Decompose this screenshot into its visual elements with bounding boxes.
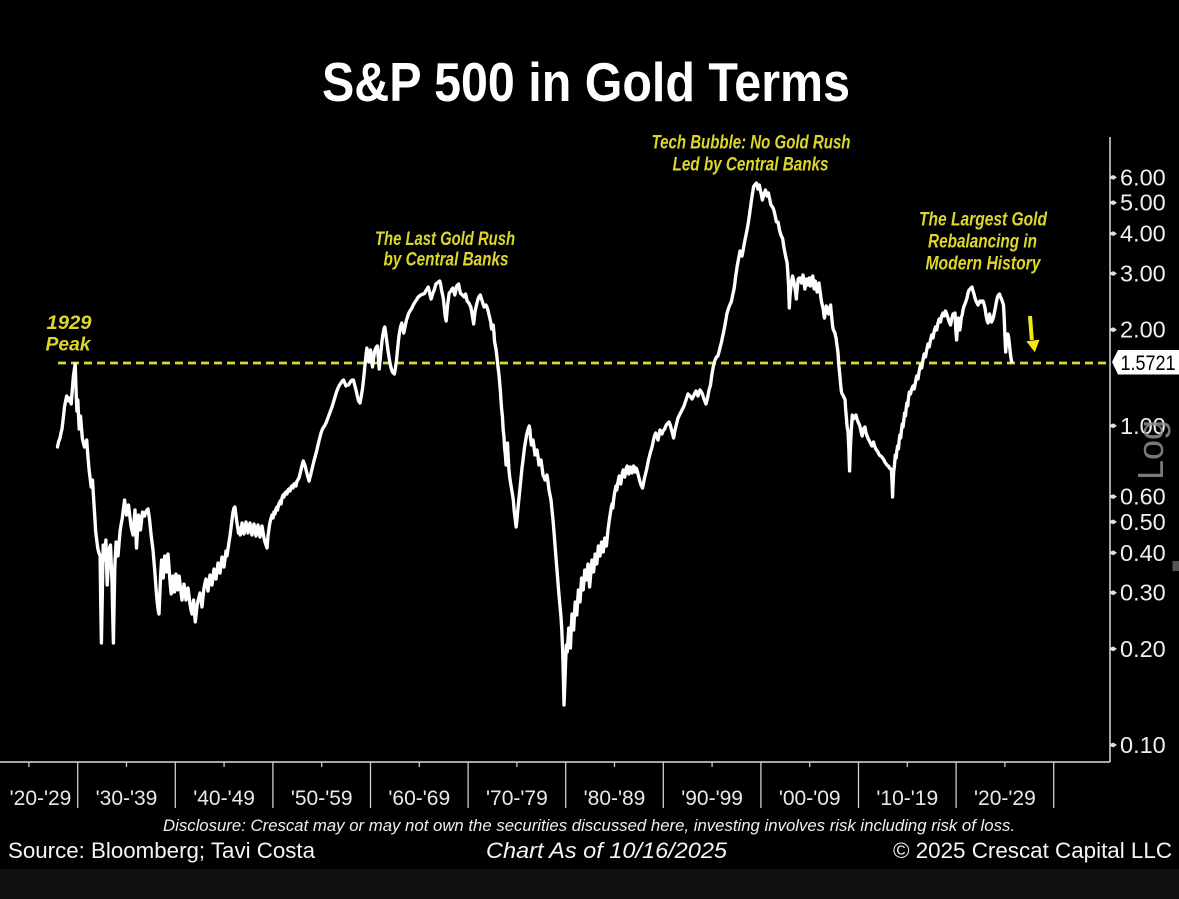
svg-text:Log: Log: [1130, 420, 1171, 480]
svg-text:'00-'09: '00-'09: [779, 787, 841, 810]
svg-text:'80-'89: '80-'89: [584, 787, 646, 810]
svg-text:'60-'69: '60-'69: [388, 787, 450, 810]
svg-text:Rebalancing in: Rebalancing in: [928, 232, 1037, 253]
svg-text:'70-'79: '70-'79: [486, 787, 548, 810]
svg-text:Led by Central Banks: Led by Central Banks: [673, 155, 829, 176]
svg-text:by Central Banks: by Central Banks: [384, 250, 509, 271]
svg-text:The Largest Gold: The Largest Gold: [919, 210, 1047, 231]
svg-text:4.00: 4.00: [1120, 221, 1166, 247]
svg-text:0.60: 0.60: [1120, 484, 1166, 510]
svg-text:Chart As of 10/16/2025: Chart As of 10/16/2025: [486, 838, 728, 863]
svg-text:'20-'29: '20-'29: [974, 787, 1036, 810]
svg-text:Modern History: Modern History: [926, 254, 1042, 275]
svg-text:'40-'49: '40-'49: [193, 787, 255, 810]
svg-text:Peak: Peak: [46, 335, 92, 356]
svg-text:6.00: 6.00: [1120, 164, 1166, 190]
svg-text:'90-'99: '90-'99: [681, 787, 743, 810]
svg-text:0.20: 0.20: [1120, 636, 1166, 662]
svg-text:5.00: 5.00: [1120, 190, 1166, 216]
svg-text:'30-'39: '30-'39: [96, 787, 158, 810]
svg-text:3.00: 3.00: [1120, 261, 1166, 287]
svg-text:Source: Bloomberg; Tavi Costa: Source: Bloomberg; Tavi Costa: [8, 838, 316, 863]
svg-text:1.5721: 1.5721: [1121, 351, 1176, 375]
svg-text:Disclosure: Crescat may or may: Disclosure: Crescat may or may not own t…: [163, 817, 1015, 835]
svg-text:0.30: 0.30: [1120, 580, 1166, 606]
svg-text:© 2025 Crescat Capital LLC: © 2025 Crescat Capital LLC: [893, 838, 1172, 863]
svg-text:'10-'19: '10-'19: [876, 787, 938, 810]
svg-text:0.40: 0.40: [1120, 540, 1166, 566]
svg-text:0.50: 0.50: [1120, 509, 1166, 535]
svg-text:The Last Gold Rush: The Last Gold Rush: [375, 229, 515, 250]
svg-text:'50-'59: '50-'59: [291, 787, 353, 810]
svg-text:0.10: 0.10: [1120, 732, 1166, 758]
svg-text:'20-'29: '20-'29: [10, 787, 72, 810]
svg-text:S&P 500 in Gold Terms: S&P 500 in Gold Terms: [322, 51, 850, 113]
svg-text:1929: 1929: [47, 313, 92, 334]
svg-text:Tech Bubble: No Gold Rush: Tech Bubble: No Gold Rush: [652, 133, 851, 154]
svg-text:1.00: 1.00: [1120, 413, 1166, 439]
svg-text:2.00: 2.00: [1120, 317, 1166, 343]
